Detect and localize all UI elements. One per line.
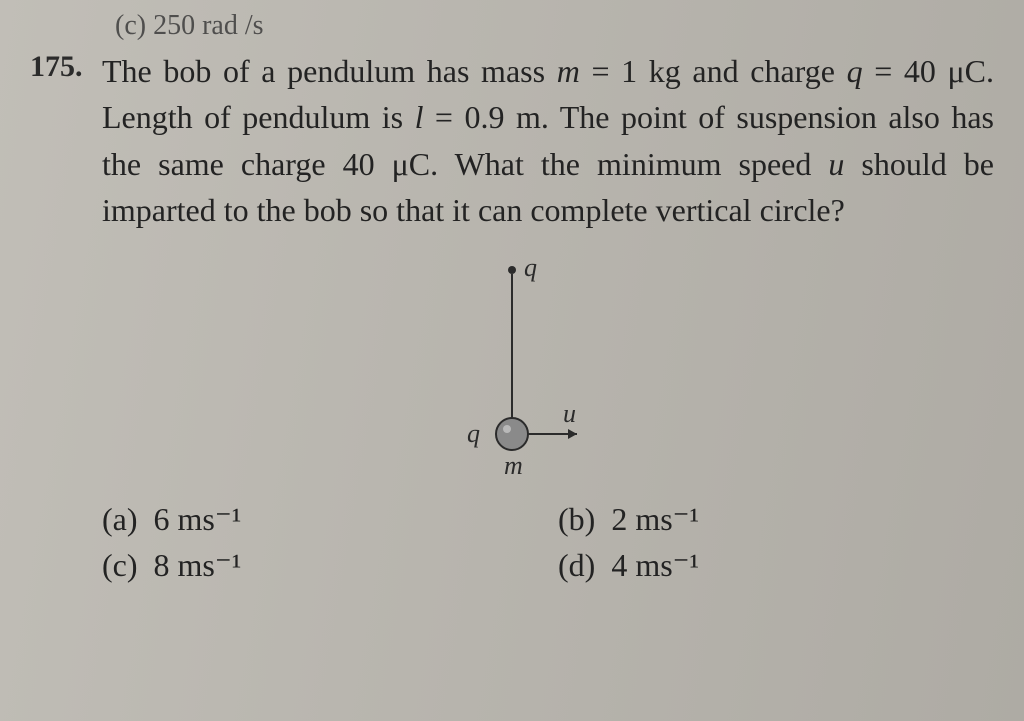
svg-text:q: q	[467, 419, 480, 448]
option-a: (a) 6 ms⁻¹	[102, 500, 518, 538]
option-b: (b) 2 ms⁻¹	[558, 500, 974, 538]
option-a-value: 6 ms⁻¹	[154, 501, 242, 537]
question-text: The bob of a pendulum has mass m = 1 kg …	[102, 48, 994, 234]
option-d: (d) 4 ms⁻¹	[558, 546, 974, 584]
question-block: 175. The bob of a pendulum has mass m = …	[30, 48, 994, 234]
options-grid: (a) 6 ms⁻¹ (b) 2 ms⁻¹ (c) 8 ms⁻¹ (d) 4 m…	[102, 500, 974, 584]
svg-text:u: u	[563, 399, 576, 428]
previous-option-line: (c) 250 rad /s	[115, 10, 994, 42]
option-b-value: 2 ms⁻¹	[611, 501, 699, 537]
diagram-container: qqmu	[30, 252, 994, 482]
question-number: 175.	[30, 48, 102, 84]
pendulum-diagram: qqmu	[427, 252, 597, 482]
option-d-value: 4 ms⁻¹	[611, 547, 699, 583]
svg-text:q: q	[524, 253, 537, 282]
page: (c) 250 rad /s 175. The bob of a pendulu…	[0, 0, 1024, 721]
option-c: (c) 8 ms⁻¹	[102, 546, 518, 584]
svg-text:m: m	[504, 451, 523, 480]
option-c-value: 8 ms⁻¹	[154, 547, 242, 583]
